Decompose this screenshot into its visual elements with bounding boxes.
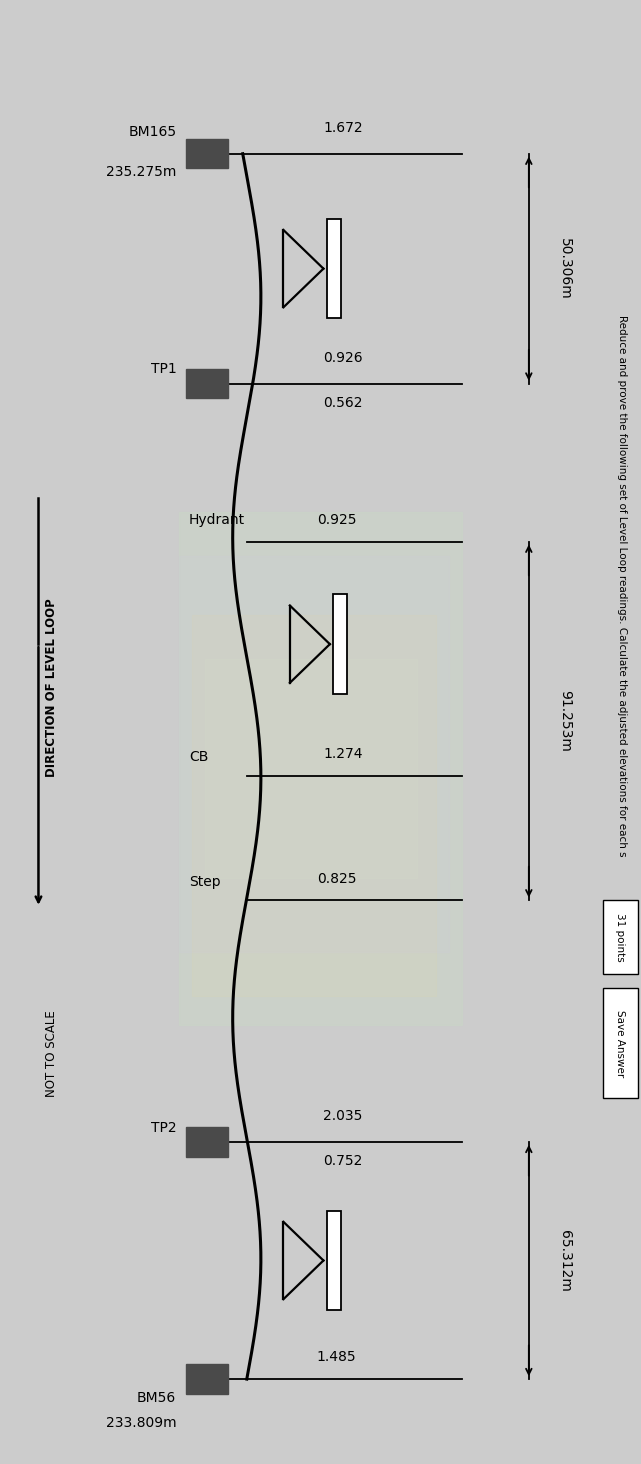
Bar bbox=[327, 218, 341, 319]
Text: 233.809m: 233.809m bbox=[106, 1416, 176, 1430]
Bar bbox=[179, 556, 449, 952]
Text: 65.312m: 65.312m bbox=[558, 1230, 572, 1291]
Text: 1.274: 1.274 bbox=[323, 747, 363, 761]
Text: 0.925: 0.925 bbox=[317, 512, 356, 527]
Text: NOT TO SCALE: NOT TO SCALE bbox=[45, 1010, 58, 1098]
Text: 31 points: 31 points bbox=[615, 912, 625, 962]
Bar bbox=[186, 1364, 228, 1394]
Text: TP2: TP2 bbox=[151, 1120, 176, 1135]
Bar bbox=[205, 659, 417, 878]
Bar bbox=[186, 139, 228, 168]
Bar bbox=[192, 615, 436, 996]
Text: 50.306m: 50.306m bbox=[558, 237, 572, 300]
Text: Reduce and prove the following set of Level Loop readings. Calculate the adjuste: Reduce and prove the following set of Le… bbox=[617, 315, 627, 856]
Text: 0.926: 0.926 bbox=[323, 350, 363, 365]
Text: Step: Step bbox=[189, 874, 221, 889]
Text: Hydrant: Hydrant bbox=[189, 512, 246, 527]
Text: 1.485: 1.485 bbox=[317, 1350, 356, 1364]
Text: 2.035: 2.035 bbox=[323, 1108, 363, 1123]
Text: 0.825: 0.825 bbox=[317, 871, 356, 886]
Bar bbox=[179, 512, 462, 1025]
Bar bbox=[603, 900, 638, 974]
Text: 235.275m: 235.275m bbox=[106, 165, 176, 180]
Text: DIRECTION OF LEVEL LOOP: DIRECTION OF LEVEL LOOP bbox=[45, 599, 58, 777]
Bar bbox=[186, 369, 228, 398]
Text: 91.253m: 91.253m bbox=[558, 690, 572, 752]
Text: BM165: BM165 bbox=[128, 124, 176, 139]
Text: TP1: TP1 bbox=[151, 362, 176, 376]
Bar bbox=[603, 988, 638, 1098]
Bar bbox=[327, 1211, 341, 1310]
Text: 0.752: 0.752 bbox=[323, 1154, 363, 1168]
Text: 1.672: 1.672 bbox=[323, 120, 363, 135]
Text: CB: CB bbox=[189, 750, 208, 764]
Bar bbox=[186, 1127, 228, 1157]
Text: Save Answer: Save Answer bbox=[615, 1010, 625, 1078]
Text: BM56: BM56 bbox=[137, 1391, 176, 1405]
Text: 0.562: 0.562 bbox=[323, 395, 363, 410]
Bar bbox=[333, 594, 347, 694]
